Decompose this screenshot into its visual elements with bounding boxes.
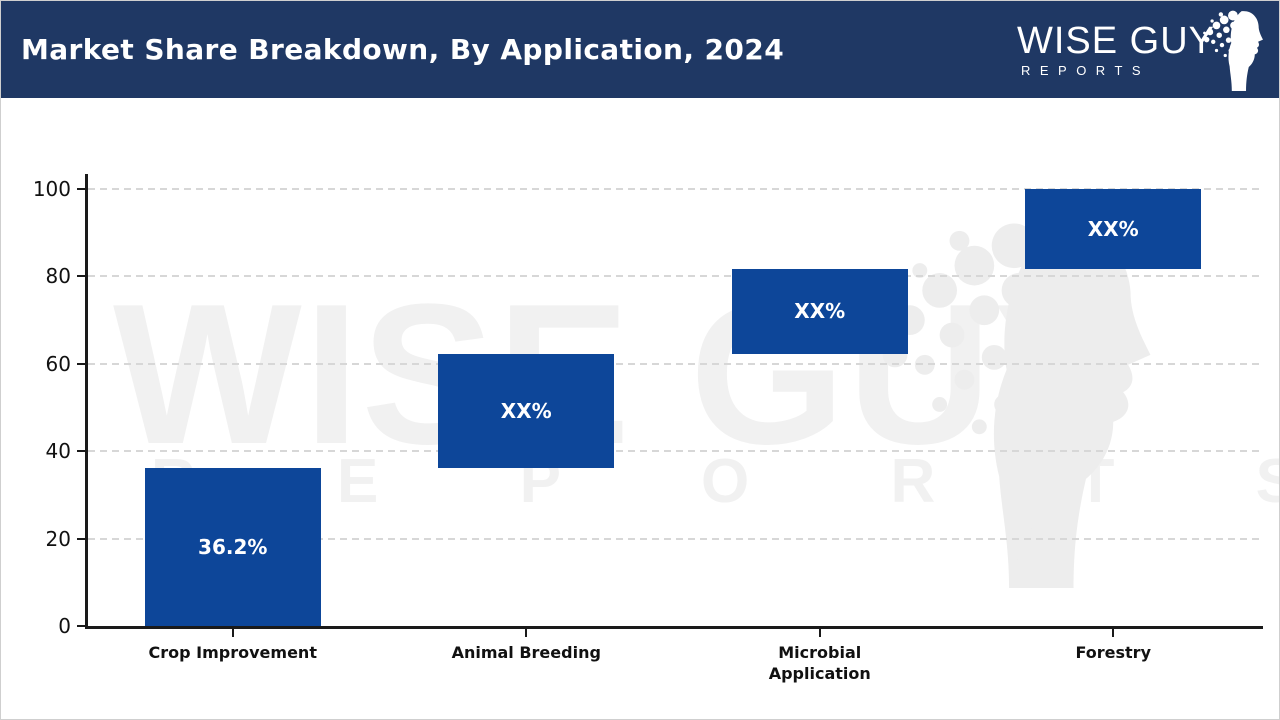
gridline bbox=[88, 537, 1264, 540]
x-tick-mark bbox=[1112, 629, 1115, 637]
y-tick-label: 80 bbox=[45, 264, 71, 289]
x-tick-mark bbox=[818, 629, 821, 637]
y-tick-mark bbox=[77, 362, 85, 365]
logo-wordmark: WISE GUY bbox=[1016, 19, 1215, 62]
y-tick-label: 0 bbox=[58, 614, 71, 638]
y-tick-label: 40 bbox=[45, 439, 71, 464]
x-axis-line bbox=[85, 626, 1263, 629]
bar: 36.2% bbox=[144, 467, 321, 626]
bar: XX% bbox=[1025, 189, 1202, 269]
gridline bbox=[88, 362, 1264, 365]
x-tick-label: Microbial Application bbox=[768, 643, 871, 683]
x-tick-label: Animal Breeding bbox=[451, 643, 601, 662]
x-tick-label: Forestry bbox=[1075, 643, 1151, 662]
y-axis-line bbox=[85, 174, 88, 629]
bar: XX% bbox=[438, 354, 615, 468]
gridline bbox=[88, 188, 1264, 190]
y-tick-label: 60 bbox=[45, 351, 71, 376]
wise-guy-reports-logo: WISE GUY REPORTS bbox=[1017, 1, 1267, 98]
y-tick-mark bbox=[77, 625, 85, 627]
gridline bbox=[88, 450, 1264, 453]
bar-value-label: 36.2% bbox=[198, 534, 268, 559]
y-tick-mark bbox=[77, 188, 85, 190]
bar-value-label: XX% bbox=[500, 398, 552, 423]
logo-text: WISE GUY REPORTS bbox=[1017, 22, 1215, 78]
y-tick-mark bbox=[77, 537, 85, 540]
x-tick-mark bbox=[525, 629, 528, 637]
gridline bbox=[88, 275, 1264, 278]
y-tick-label: 100 bbox=[32, 177, 71, 201]
y-tick-label: 20 bbox=[45, 526, 71, 551]
bar-value-label: XX% bbox=[1087, 216, 1139, 241]
logo-reports-text: REPORTS bbox=[1020, 62, 1151, 78]
bar: XX% bbox=[731, 268, 908, 355]
y-tick-mark bbox=[77, 450, 85, 453]
x-tick-label: Crop Improvement bbox=[148, 643, 317, 662]
header-bar: Market Share Breakdown, By Application, … bbox=[1, 1, 1279, 98]
bar-value-label: XX% bbox=[794, 299, 846, 324]
x-tick-mark bbox=[231, 629, 234, 637]
page-title: Market Share Breakdown, By Application, … bbox=[21, 33, 785, 66]
y-tick-mark bbox=[77, 275, 85, 278]
